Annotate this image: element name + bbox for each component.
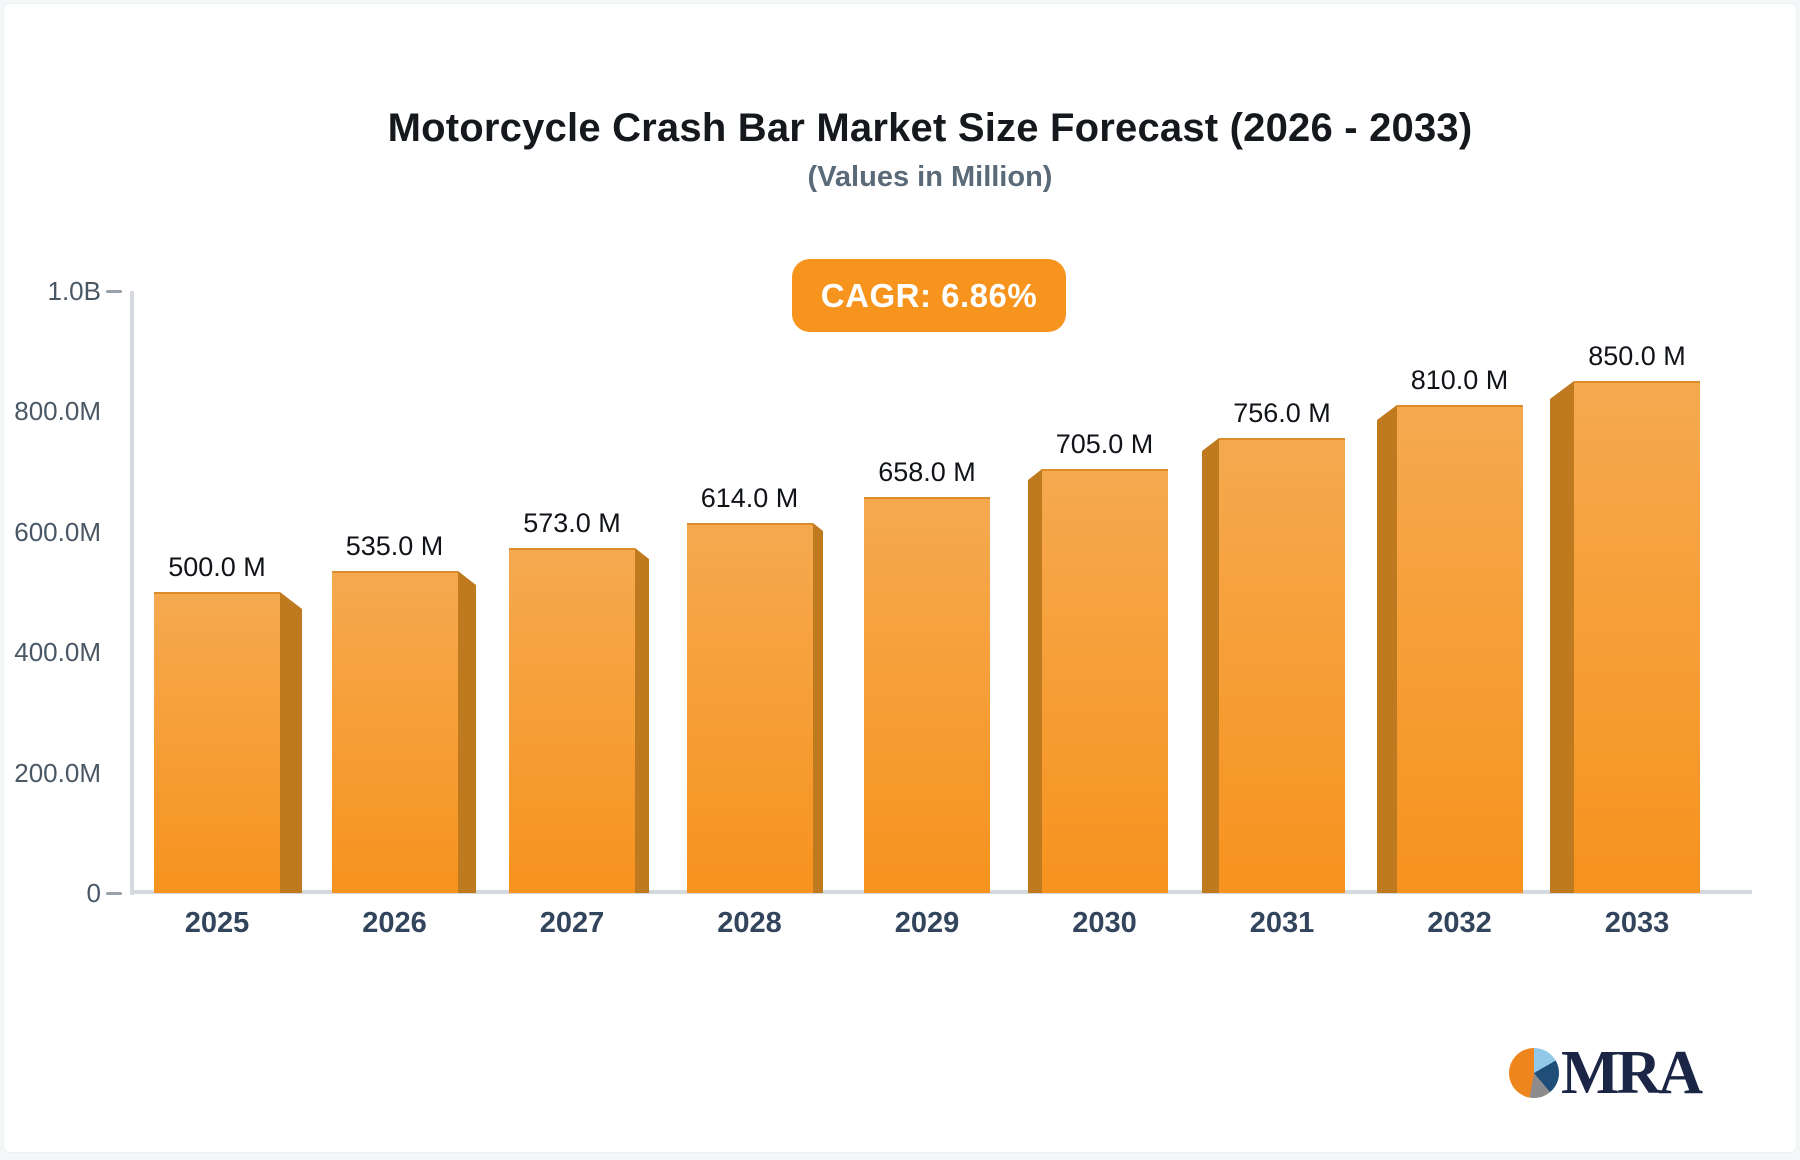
bar-3d-side: [1028, 469, 1042, 893]
bar-2028: [687, 523, 813, 893]
y-axis-label: 1.0B: [47, 276, 102, 306]
bar-value-label: 500.0 M: [168, 552, 266, 582]
bar-value-label: 705.0 M: [1055, 429, 1154, 459]
bar-3d-side: [635, 548, 649, 893]
x-axis-label: 2030: [1072, 907, 1137, 939]
y-axis-line: [130, 291, 134, 895]
bar-3d-side: [813, 523, 823, 893]
bar-2026: [332, 571, 458, 893]
bar-2032: [1397, 405, 1523, 893]
bar-2031: [1219, 438, 1345, 893]
bar-3d-side: [1202, 438, 1219, 893]
x-axis-label: 2032: [1427, 907, 1492, 939]
y-axis-label: 600.0M: [14, 516, 101, 547]
y-axis-label: 400.0M: [14, 637, 101, 668]
x-axis-label: 2025: [184, 907, 250, 939]
x-axis-label: 2027: [539, 907, 605, 939]
x-axis-label: 2026: [362, 907, 427, 939]
y-axis-tick: [106, 290, 122, 293]
y-axis-label: 200.0M: [14, 757, 101, 788]
cagr-badge-text: CAGR: 6.86%: [820, 276, 1038, 314]
bar-3d-side: [458, 571, 476, 893]
chart-subtitle: (Values in Million): [807, 161, 1053, 193]
chart-header: Motorcycle Crash Bar Market Size Forecas…: [64, 104, 1796, 194]
y-axis-tick: [106, 892, 122, 895]
bar-2029: [864, 497, 990, 893]
bar-value-label: 756.0 M: [1233, 398, 1331, 428]
bar-3d-side: [1377, 405, 1397, 893]
bar-2027: [509, 548, 635, 893]
cagr-badge: CAGR: 6.86%: [792, 259, 1066, 332]
bar-value-label: 850.0 M: [1588, 341, 1686, 371]
x-axis-label: 2028: [717, 907, 782, 939]
bar-value-label: 535.0 M: [345, 531, 444, 561]
bar-value-label: 614.0 M: [700, 483, 799, 513]
bar-value-label: 573.0 M: [523, 508, 621, 538]
bar-3d-side: [1550, 381, 1574, 893]
bar-value-label: 658.0 M: [878, 457, 976, 487]
brand-name: MRA: [1561, 1039, 1703, 1107]
x-axis-label: 2029: [894, 907, 960, 939]
chart-card: Motorcycle Crash Bar Market Size Forecas…: [3, 3, 1797, 1153]
x-axis-label: 2031: [1249, 907, 1315, 939]
bar-chart-plot: 1.0B 800.0M 600.0M 400.0M 200.0M 0 500.0 M 2025…: [4, 4, 1800, 1160]
y-axis-label: 0: [86, 878, 101, 908]
chart-title: Motorcycle Crash Bar Market Size Forecas…: [387, 106, 1473, 150]
bar-3d-side: [280, 592, 302, 893]
brand-pie-chart-icon: [1509, 1048, 1559, 1098]
brand-logo: MRA: [1509, 1039, 1703, 1107]
y-axis-label: 800.0M: [14, 396, 101, 427]
bar-2030: [1042, 469, 1168, 893]
x-axis-label: 2033: [1604, 907, 1670, 939]
bar-2025: [154, 592, 280, 893]
bar-2033: [1574, 381, 1700, 893]
bar-value-label: 810.0 M: [1410, 365, 1509, 395]
